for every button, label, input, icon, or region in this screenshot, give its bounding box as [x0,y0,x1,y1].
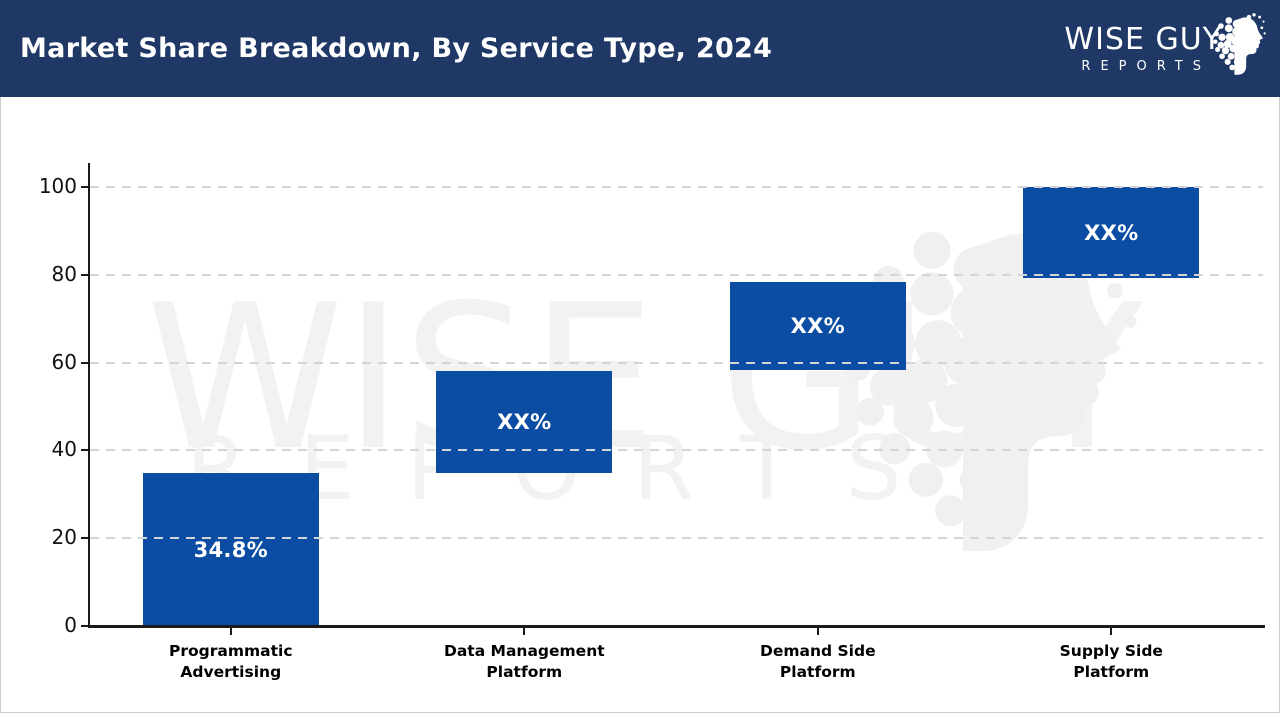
y-tick-label: 60 [51,349,77,374]
category-label: Programmatic Advertising [169,642,293,681]
bar-value-label: XX% [790,313,845,338]
y-tick-label: 0 [64,613,77,637]
x-axis-line [88,625,1265,628]
y-tick-mark [81,449,88,452]
bar-value-label: 34.8% [193,537,268,562]
y-tick-label: 100 [38,174,77,198]
y-tick-mark [81,537,88,540]
y-tick-mark [81,361,88,364]
brand-logo: WISE GUY REPORTS [1064,6,1268,92]
gridline-80 [90,273,1263,276]
gridline-60 [90,361,1263,364]
x-tick-mark [229,628,232,635]
brand-subtitle: REPORTS [1081,59,1212,74]
gridline-100 [90,186,1263,188]
x-tick-mark [1110,628,1113,635]
bar: 34.8% [142,473,319,626]
gridline-40 [90,449,1263,452]
y-tick-label: 40 [51,437,77,462]
y-tick-mark [81,273,88,276]
x-tick-mark [523,628,526,635]
category-label: Demand Side Platform [759,642,876,681]
y-tick-mark [81,186,88,188]
brand-logo-text: WISE GUY REPORTS [1064,22,1222,75]
bar-value-label: XX% [497,410,552,435]
bar: XX% [729,281,906,371]
x-tick-mark [816,628,819,635]
y-tick-label: 80 [51,261,77,286]
header-bar: Market Share Breakdown, By Service Type,… [0,0,1280,97]
category-label: Supply Side Platform [1059,642,1163,681]
bar: XX% [436,370,613,474]
page-title: Market Share Breakdown, By Service Type,… [20,33,773,64]
category-label: Data Management Platform [443,642,605,681]
y-tick-label: 20 [51,525,77,550]
chart-canvas: WISE GUY REPORTS 02040608010034.8%Progra… [0,97,1280,713]
y-tick-mark [81,625,88,627]
brand-name: WISE GUY [1064,22,1222,57]
wise-guy-head-icon [1213,13,1266,75]
gridline-20 [90,537,1263,540]
bar: XX% [1023,187,1200,278]
y-axis-line [88,163,90,628]
bar-value-label: XX% [1084,220,1139,245]
